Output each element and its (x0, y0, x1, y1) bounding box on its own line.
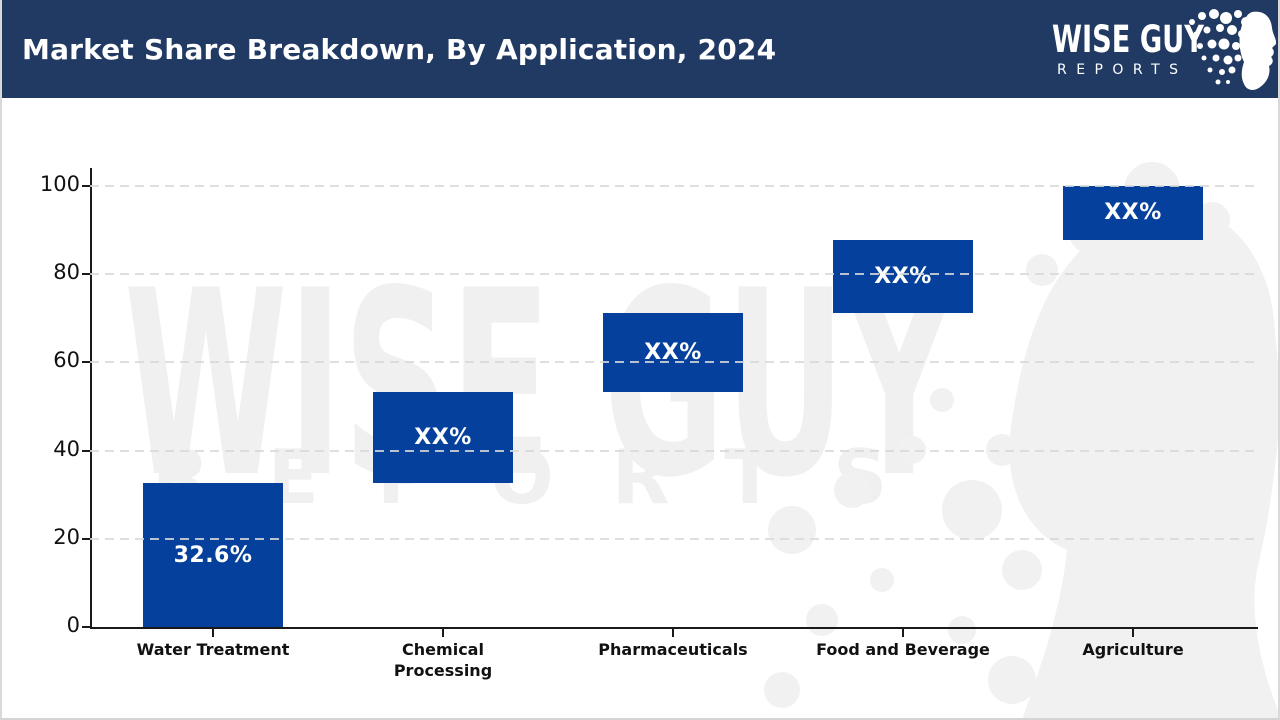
bar-food-and-beverage: XX% (833, 239, 973, 313)
x-tick-mark (212, 629, 214, 637)
x-tick-mark (1132, 629, 1134, 637)
header-bar: Market Share Breakdown, By Application, … (2, 0, 1278, 98)
y-tick-mark (82, 361, 90, 364)
page-title: Market Share Breakdown, By Application, … (22, 32, 777, 66)
y-tick-label: 0 (66, 613, 80, 637)
category-label: Chemical Processing (393, 640, 493, 680)
category-label: Pharmaceuticals (598, 640, 748, 659)
y-tick-mark (82, 273, 90, 276)
bar-value-label: XX% (414, 425, 472, 451)
bar-value-label: XX% (644, 339, 702, 365)
category-label: Food and Beverage (816, 640, 990, 659)
gridline (90, 537, 1258, 540)
y-tick-label: 60 (53, 348, 80, 373)
bar-water-treatment: 32.6% (143, 483, 283, 627)
gridline (90, 185, 1258, 187)
gridline (90, 449, 1258, 452)
y-tick-label: 80 (53, 260, 80, 285)
logo-dots-icon (1189, 9, 1253, 85)
y-axis-line (90, 168, 92, 629)
category-label: Water Treatment (136, 640, 290, 659)
wiseguy-logo: WISE GUY REPORTS (1052, 9, 1276, 90)
bar-chemical-processing: XX% (373, 392, 513, 484)
y-tick-label: 100 (39, 172, 80, 196)
logo-subname-text: REPORTS (1057, 62, 1187, 78)
y-tick-label: 20 (53, 524, 80, 549)
gridline (90, 361, 1258, 364)
chart-area: 0 20 40 60 80 100 32.6% Water Treatment XX% Chemi… (2, 98, 1278, 718)
gridline (90, 273, 1258, 276)
y-tick-mark (82, 449, 90, 452)
category-label: Agriculture (1082, 640, 1184, 659)
x-tick-mark (442, 629, 444, 637)
bar-value-label: XX% (1104, 200, 1162, 226)
logo-name-text: WISE GUY (1052, 18, 1205, 61)
x-axis-line (90, 627, 1258, 629)
x-tick-mark (672, 629, 674, 637)
bar-agriculture: XX% (1063, 186, 1203, 240)
bar-value-label: XX% (874, 263, 932, 289)
x-tick-mark (902, 629, 904, 637)
logo-face-icon (1239, 11, 1276, 90)
y-tick-label: 40 (53, 436, 80, 461)
y-tick-mark (82, 626, 90, 628)
y-tick-mark (82, 537, 90, 540)
bar-value-label: 32.6% (173, 542, 253, 568)
bar-pharmaceuticals: XX% (603, 312, 743, 393)
y-tick-mark (82, 185, 90, 187)
